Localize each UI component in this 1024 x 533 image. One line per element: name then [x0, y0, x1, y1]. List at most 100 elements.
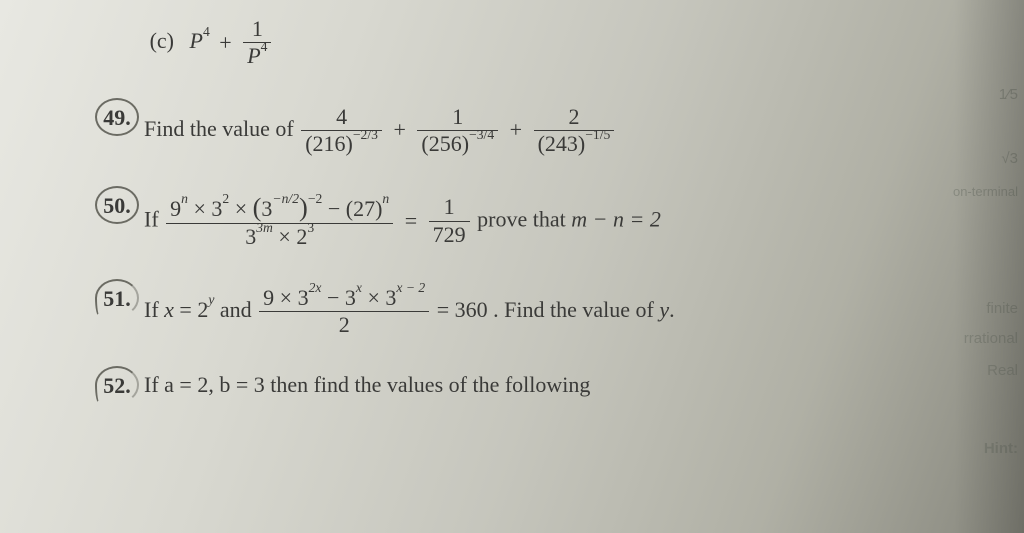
q51-nt1: × [274, 285, 297, 310]
q51-frac-num: 9 × 32x − 3x × 3x − 2 [259, 285, 429, 311]
q50-b-base: 3 [211, 196, 222, 221]
q51-nc: 3 [345, 285, 356, 310]
q51-lead: If [144, 297, 164, 322]
q51-yexp: y [208, 292, 214, 307]
bleed-finite: finite [986, 300, 1018, 317]
q51-frac-den: 2 [259, 311, 429, 338]
q51-dot: . [669, 297, 675, 322]
qnum-50: 50. [90, 186, 144, 224]
q51-eq1: = [174, 297, 197, 322]
q49-term2: 1 (256)−3/4 [417, 104, 498, 158]
bleed-rational: rrational [964, 330, 1018, 347]
qnum-52: 52. [90, 366, 144, 404]
frac-den: P4 [243, 42, 271, 69]
sub-option-c: (c) P4 + 1 P4 [90, 10, 870, 70]
q49-body: Find the value of 4 (216)−2/3 + 1 (256)−… [144, 98, 870, 158]
qnum-50-circle: 50. [95, 186, 139, 224]
q50-minus: − [322, 196, 345, 221]
qnum-52-circle: 52. [95, 366, 139, 404]
q50-lhs-den: 33m × 23 [166, 223, 393, 250]
q49-term1: 4 (216)−2/3 [301, 104, 382, 158]
qnum-49-circle: 49. [95, 98, 139, 136]
plus-op: + [215, 30, 235, 56]
page-content: (c) P4 + 1 P4 49. Find the value of 4 (2… [90, 0, 870, 404]
frac-num: 1 [243, 16, 271, 42]
q51-yvar: y [659, 297, 669, 322]
q50-rhs-den: 729 [429, 221, 470, 248]
q49-t1-den-base: (216) [305, 131, 353, 156]
q49-t3-den-exp: −1/5 [585, 127, 610, 142]
q49-t3-den: (243)−1/5 [534, 130, 615, 157]
bleed-hint: Hint: [984, 440, 1018, 457]
q51-nd: 3 [385, 285, 396, 310]
bleed-sqrt3: √3 [1001, 150, 1018, 167]
option-label-c: (c) [144, 28, 184, 54]
q50-t1: × [188, 196, 211, 221]
q50-eq: = [401, 208, 421, 234]
q50-t2: × [229, 196, 252, 221]
q50-a-base: 9 [170, 196, 181, 221]
q51-two: 2 [197, 297, 208, 322]
problem-51: 51. If x = 2y and 9 × 32x − 3x × 3x − 2 … [90, 279, 870, 339]
q51-body: If x = 2y and 9 × 32x − 3x × 3x − 2 2 = … [144, 279, 870, 339]
q50-d-exp: n [382, 191, 389, 206]
q51-and: and [220, 297, 257, 322]
q50-lead: If [144, 206, 164, 231]
q50-c-oe: −2 [308, 191, 323, 206]
bleed-frac: 1⁄5 [999, 86, 1018, 103]
q50-c-ie: −n/2 [272, 191, 299, 206]
q51-nbe: 2x [309, 280, 322, 295]
q51-nce: x [356, 280, 362, 295]
q51-eq2: = 360 [437, 297, 488, 322]
q52-body: If a = 2, b = 3 then find the values of … [144, 366, 870, 398]
problem-49: 49. Find the value of 4 (216)−2/3 + 1 (2… [90, 98, 870, 158]
q50-b-exp: 2 [222, 191, 229, 206]
bleed-terminal: on-terminal [953, 184, 1018, 199]
q49-lead: Find the value of [144, 116, 299, 141]
q49-t2-den: (256)−3/4 [417, 130, 498, 157]
q51-nb: 3 [298, 285, 309, 310]
q50-rhs-num: 1 [429, 194, 470, 220]
q51-tail: . Find the value of [493, 297, 659, 322]
q50-tail: prove that [477, 206, 571, 231]
p-base-2: P [247, 43, 260, 68]
q50-den-b-base: 2 [296, 224, 307, 249]
problem-50: 50. If 9n × 32 × (3−n/2)−2 − (27)n 33m ×… [90, 186, 870, 251]
q49-t2-den-base: (256) [421, 131, 469, 156]
q49-t1-den: (216)−2/3 [301, 130, 382, 157]
q50-den-b-exp: 3 [307, 220, 314, 235]
q50-claim: m − n = 2 [571, 206, 661, 231]
q51-x: x [164, 297, 174, 322]
q51-nm: − [321, 285, 344, 310]
q52-text: If a = 2, b = 3 then find the values of … [144, 372, 590, 397]
q49-t1-den-exp: −2/3 [353, 127, 378, 142]
q50-den-a-exp: 3m [256, 220, 273, 235]
p-base-1: P [190, 28, 203, 53]
q50-rhs-frac: 1 729 [429, 194, 470, 248]
q51-nt2: × [362, 285, 385, 310]
q50-c-rp: ) [299, 192, 308, 222]
p-exp-2: 4 [261, 39, 268, 54]
q51-nde: x − 2 [396, 280, 425, 295]
q49-plus2: + [506, 117, 526, 143]
qnum-51: 51. [90, 279, 144, 317]
q51-na: 9 [263, 285, 274, 310]
p-exp-1: 4 [203, 24, 210, 39]
q49-term3: 2 (243)−1/5 [534, 104, 615, 158]
q50-lhs-num: 9n × 32 × (3−n/2)−2 − (27)n [166, 192, 393, 224]
q50-body: If 9n × 32 × (3−n/2)−2 − (27)n 33m × 23 … [144, 186, 870, 251]
q50-den-t: × [273, 224, 296, 249]
q49-t2-den-exp: −3/4 [469, 127, 494, 142]
q50-d-base: (27) [346, 196, 383, 221]
q50-lhs-frac: 9n × 32 × (3−n/2)−2 − (27)n 33m × 23 [166, 192, 393, 251]
frac-1-over-p4: 1 P4 [243, 16, 271, 70]
qnum-51-circle: 51. [95, 279, 139, 317]
problem-52: 52. If a = 2, b = 3 then find the values… [90, 366, 870, 404]
q50-den-a-base: 3 [245, 224, 256, 249]
q51-frac: 9 × 32x − 3x × 3x − 2 2 [259, 285, 429, 339]
q50-c-ib: 3 [261, 196, 272, 221]
q50-a-exp: n [181, 191, 188, 206]
sub-c-body: (c) P4 + 1 P4 [144, 10, 870, 70]
q49-plus1: + [389, 117, 409, 143]
q49-t3-den-base: (243) [538, 131, 586, 156]
